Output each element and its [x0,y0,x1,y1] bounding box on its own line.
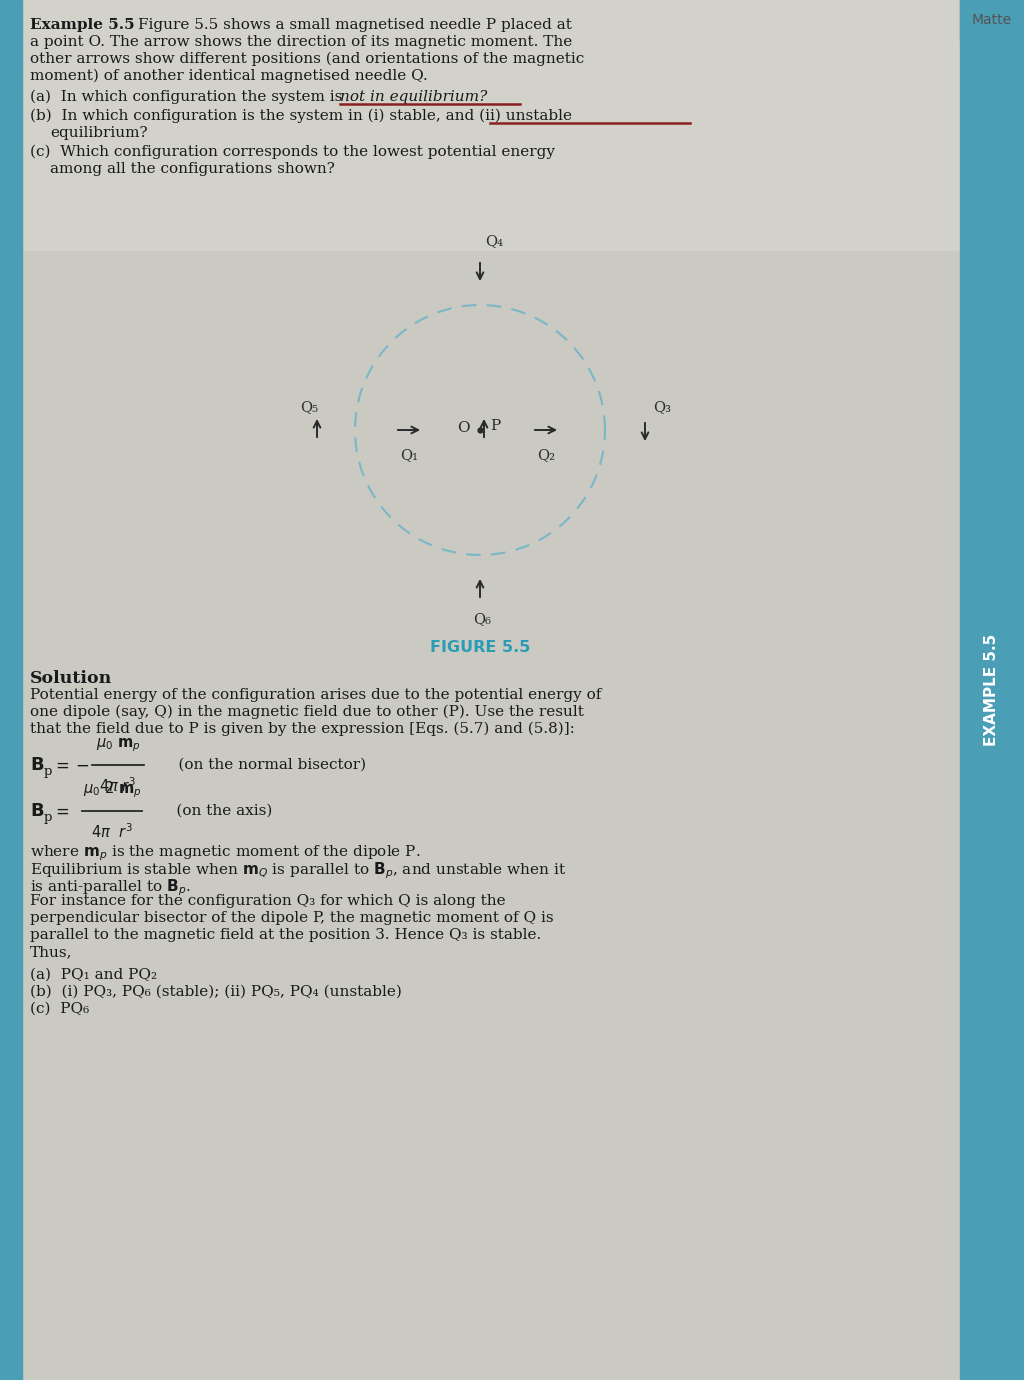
Text: For instance for the configuration Q₃ for which Q is along the: For instance for the configuration Q₃ fo… [30,894,506,908]
Text: Thus,: Thus, [30,945,73,959]
Text: Q₃: Q₃ [653,400,671,414]
Text: where $\mathbf{m}_p$ is the magnetic moment of the dipole P.: where $\mathbf{m}_p$ is the magnetic mom… [30,843,421,862]
Text: Solution: Solution [30,671,113,687]
Text: Figure 5.5 shows a small magnetised needle P placed at: Figure 5.5 shows a small magnetised need… [138,18,571,32]
Text: (on the axis): (on the axis) [152,805,272,818]
Text: $= -$: $= -$ [52,756,90,774]
Text: Example 5.5: Example 5.5 [30,18,134,32]
Text: $\mathbf{B}$: $\mathbf{B}$ [30,802,44,820]
Text: not in equilibrium?: not in equilibrium? [340,90,487,104]
Bar [961,0,1024,40]
Text: Q₆: Q₆ [473,611,490,627]
Text: (a)  PQ₁ and PQ₂: (a) PQ₁ and PQ₂ [30,967,157,983]
Text: P: P [490,420,501,433]
Text: $\mu_0\ \mathbf{m}_p$: $\mu_0\ \mathbf{m}_p$ [95,737,140,753]
Text: Q₂: Q₂ [537,448,555,462]
Text: a point O. The arrow shows the direction of its magnetic moment. The: a point O. The arrow shows the direction… [30,34,572,50]
Text: parallel to the magnetic field at the position 3. Hence Q₃ is stable.: parallel to the magnetic field at the po… [30,927,542,943]
Text: $\mathbf{B}$: $\mathbf{B}$ [30,756,44,774]
Text: Matte: Matte [972,12,1012,28]
Text: (a)  In which configuration the system is: (a) In which configuration the system is [30,90,347,105]
Text: (c)  Which configuration corresponds to the lowest potential energy: (c) Which configuration corresponds to t… [30,145,555,160]
Text: (b)  (i) PQ₃, PQ₆ (stable); (ii) PQ₅, PQ₄ (unstable): (b) (i) PQ₃, PQ₆ (stable); (ii) PQ₅, PQ₄… [30,985,401,999]
Text: EXAMPLE 5.5: EXAMPLE 5.5 [984,633,999,747]
Text: $4\pi\ r^3$: $4\pi\ r^3$ [99,776,136,795]
Text: p: p [44,810,52,824]
Bar [961,0,1024,1380]
Text: Potential energy of the configuration arises due to the potential energy of: Potential energy of the configuration ar… [30,689,601,702]
Text: one dipole (say, Q) in the magnetic field due to other (P). Use the result: one dipole (say, Q) in the magnetic fiel… [30,705,584,719]
Text: perpendicular bisector of the dipole P, the magnetic moment of Q is: perpendicular bisector of the dipole P, … [30,911,554,925]
Text: among all the configurations shown?: among all the configurations shown? [50,161,335,177]
Text: Q₄: Q₄ [485,235,503,248]
Bar [22,0,961,250]
Text: $4\pi\ \ r^3$: $4\pi\ \ r^3$ [91,822,133,840]
Text: Q₁: Q₁ [400,448,418,462]
Text: other arrows show different positions (and orientations of the magnetic: other arrows show different positions (a… [30,52,585,66]
Text: Equilibrium is stable when $\mathbf{m}_Q$ is parallel to $\mathbf{B}_p$, and uns: Equilibrium is stable when $\mathbf{m}_Q… [30,860,566,880]
Text: FIGURE 5.5: FIGURE 5.5 [430,640,530,656]
Text: $\mu_0\ 2\ \mathbf{m}_p$: $\mu_0\ 2\ \mathbf{m}_p$ [83,780,141,800]
Text: moment) of another identical magnetised needle Q.: moment) of another identical magnetised … [30,69,428,83]
Text: $=$: $=$ [52,802,70,820]
Text: (on the normal bisector): (on the normal bisector) [154,758,367,771]
Text: that the field due to P is given by the expression [Eqs. (5.7) and (5.8)]:: that the field due to P is given by the … [30,722,574,737]
Text: equilibrium?: equilibrium? [50,126,147,139]
Text: (b)  In which configuration is the system in (i) stable, and (ii) unstable: (b) In which configuration is the system… [30,109,572,123]
Text: p: p [44,765,52,777]
Text: is anti-parallel to $\mathbf{B}_p$.: is anti-parallel to $\mathbf{B}_p$. [30,878,190,897]
Bar [0,0,22,1380]
Text: (c)  PQ₆: (c) PQ₆ [30,1002,89,1016]
Text: Q₅: Q₅ [300,400,318,414]
Text: O: O [458,421,470,435]
